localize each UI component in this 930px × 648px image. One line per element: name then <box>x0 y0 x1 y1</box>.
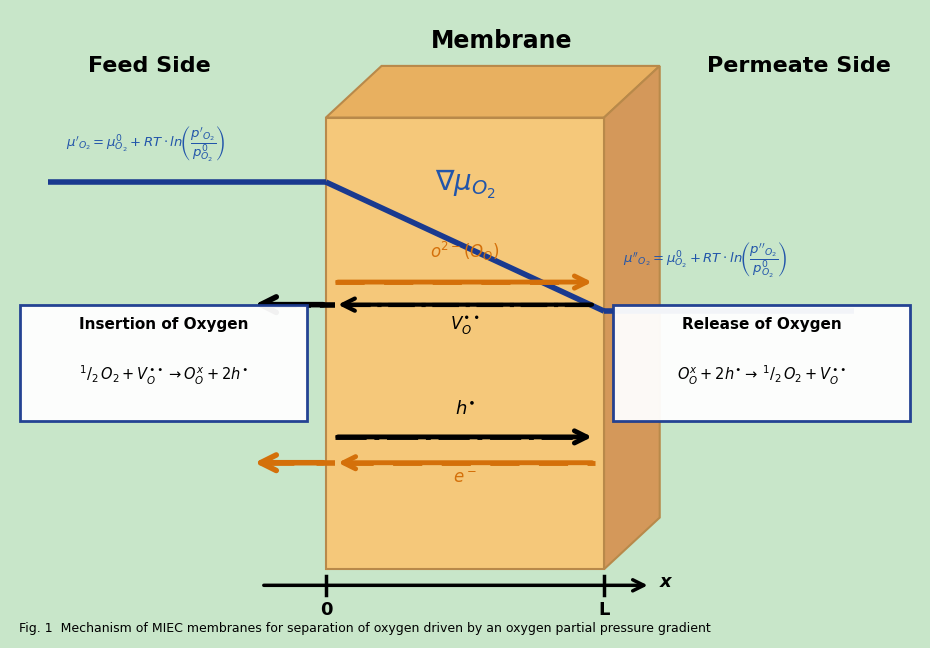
FancyBboxPatch shape <box>614 305 910 421</box>
Text: $e^-$: $e^-$ <box>453 469 477 487</box>
Polygon shape <box>604 66 659 569</box>
Polygon shape <box>326 117 604 569</box>
Text: $h^{\bullet}$: $h^{\bullet}$ <box>455 400 475 417</box>
Text: Fig. 1  Mechanism of MIEC membranes for separation of oxygen driven by an oxygen: Fig. 1 Mechanism of MIEC membranes for s… <box>19 622 711 635</box>
Text: L: L <box>598 601 610 619</box>
Text: $O_O^x + 2h^{\bullet} \rightarrow \,^{1}/_{2}\,O_2 + V_O^{\bullet\bullet}$: $O_O^x + 2h^{\bullet} \rightarrow \,^{1}… <box>677 364 846 388</box>
Text: Membrane: Membrane <box>432 29 573 53</box>
Text: $^{1}/_{2}\,O_2 + V_O^{\bullet\bullet} \rightarrow O_O^x + 2h^{\bullet}$: $^{1}/_{2}\,O_2 + V_O^{\bullet\bullet} \… <box>79 364 248 388</box>
Text: $\mu'_{O_2} = \mu^0_{O_2} + RT \cdot ln\!\left(\dfrac{p'_{O_2}}{p^0_{O_2}}\right: $\mu'_{O_2} = \mu^0_{O_2} + RT \cdot ln\… <box>66 124 226 163</box>
Text: $o^{2-}(O_O)$: $o^{2-}(O_O)$ <box>431 240 499 262</box>
Text: Release of Oxygen: Release of Oxygen <box>682 316 842 332</box>
Text: Feed Side: Feed Side <box>88 56 211 76</box>
Text: Permeate Side: Permeate Side <box>707 56 891 76</box>
Polygon shape <box>326 66 659 117</box>
Text: 0: 0 <box>320 601 332 619</box>
Text: $\mu''_{O_2} = \mu^0_{O_2} + RT \cdot ln\!\left(\dfrac{p''_{O_2}}{p^0_{O_2}}\rig: $\mu''_{O_2} = \mu^0_{O_2} + RT \cdot ln… <box>622 240 788 279</box>
Text: $\nabla\mu_{O_2}$: $\nabla\mu_{O_2}$ <box>434 168 496 202</box>
Text: Insertion of Oxygen: Insertion of Oxygen <box>79 316 248 332</box>
Text: $V_O^{\bullet\bullet}$: $V_O^{\bullet\bullet}$ <box>450 314 480 336</box>
Text: x: x <box>659 573 671 591</box>
FancyBboxPatch shape <box>20 305 308 421</box>
